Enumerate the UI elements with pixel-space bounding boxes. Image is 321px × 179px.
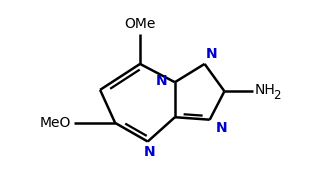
Text: N: N bbox=[216, 121, 228, 135]
Text: N: N bbox=[206, 47, 218, 61]
Text: OMe: OMe bbox=[124, 17, 156, 31]
Text: NH: NH bbox=[255, 83, 275, 96]
Text: N: N bbox=[155, 74, 167, 88]
Text: 2: 2 bbox=[273, 89, 281, 102]
Text: MeO: MeO bbox=[39, 116, 71, 130]
Text: N: N bbox=[143, 145, 155, 159]
